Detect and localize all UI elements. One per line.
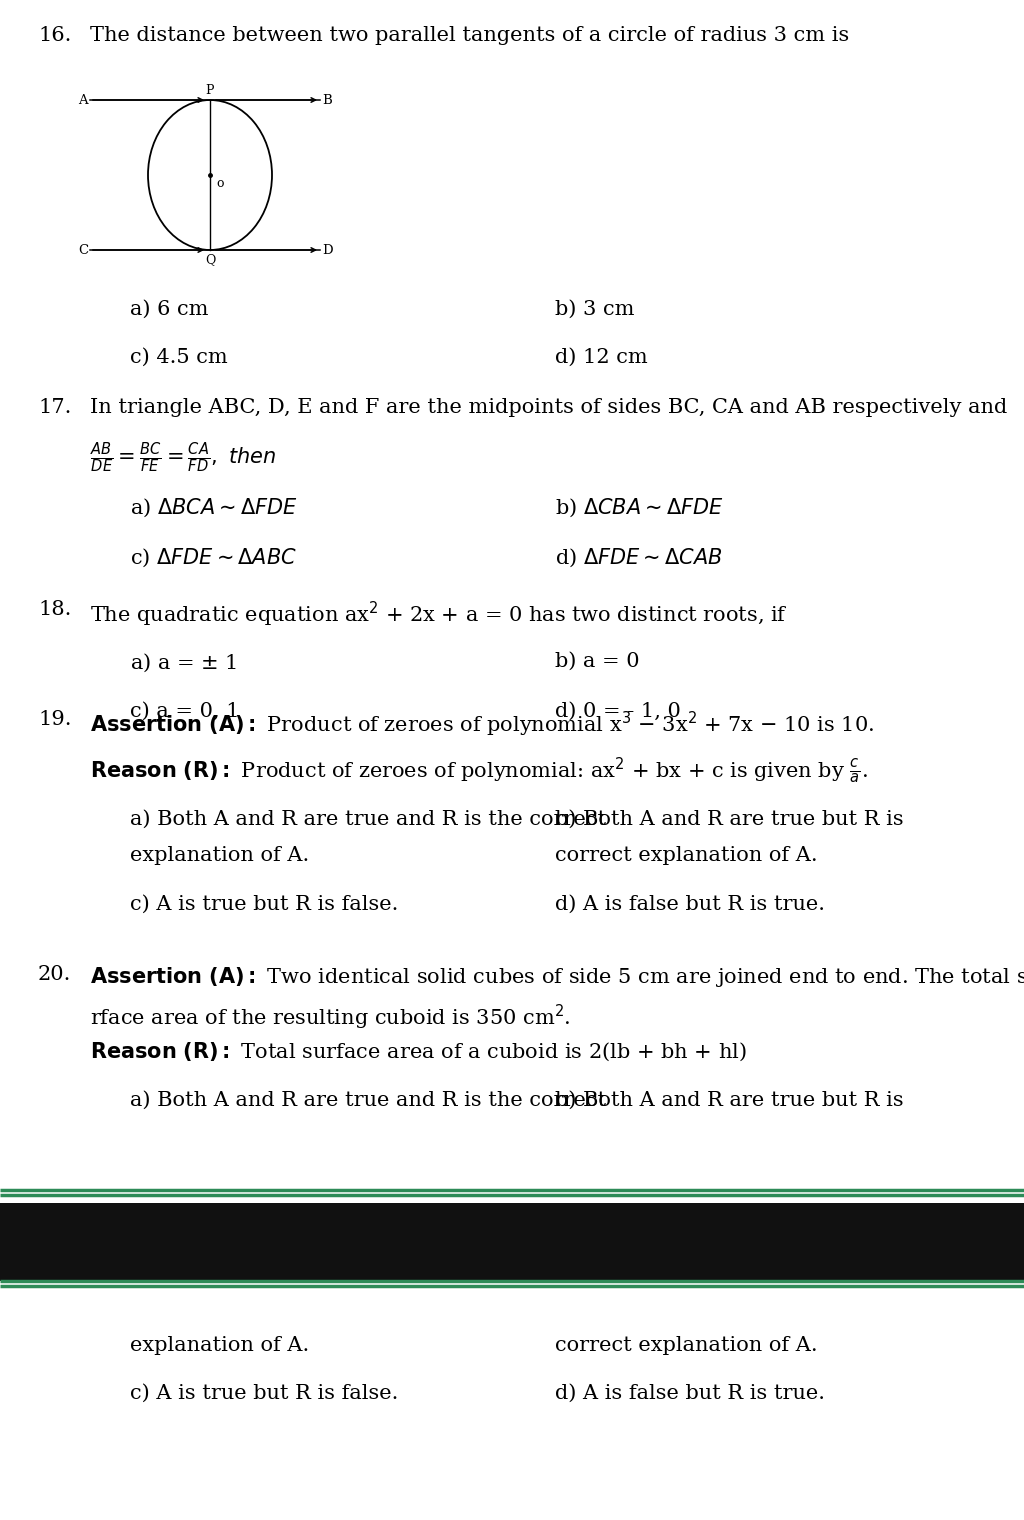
Text: b) $\it{\Delta CBA \sim \Delta FDE}$: b) $\it{\Delta CBA \sim \Delta FDE}$ [555,497,724,520]
Text: $\mathbf{Reason\ (R):}$ Product of zeroes of polynomial: ax$^2$ + bx + c is give: $\mathbf{Reason\ (R):}$ Product of zeroe… [90,755,868,786]
Text: explanation of A.: explanation of A. [130,1336,309,1354]
Text: 20.: 20. [38,965,72,983]
Text: P: P [206,84,214,97]
Text: c) A is true but R is false.: c) A is true but R is false. [130,1385,398,1403]
Text: A: A [79,94,88,106]
Text: d) A is false but R is true.: d) A is false but R is true. [555,1385,825,1403]
Text: a) a = $\pm$ 1: a) a = $\pm$ 1 [130,652,237,675]
Text: rface area of the resulting cuboid is 350 cm$^2$.: rface area of the resulting cuboid is 35… [90,1003,570,1032]
Text: d) $\it{\Delta FDE \sim \Delta CAB}$: d) $\it{\Delta FDE \sim \Delta CAB}$ [555,547,723,570]
Text: a) Both A and R are true and R is the correct: a) Both A and R are true and R is the co… [130,810,606,828]
Text: b) a = 0: b) a = 0 [555,652,640,670]
Text: d) A is false but R is true.: d) A is false but R is true. [555,895,825,914]
Text: $\frac{AB}{DE} = \frac{BC}{FE} = \frac{CA}{FD}$$,\ then$: $\frac{AB}{DE} = \frac{BC}{FE} = \frac{C… [90,439,276,474]
Text: c) $\it{\Delta FDE \sim \Delta ABC}$: c) $\it{\Delta FDE \sim \Delta ABC}$ [130,547,297,570]
Text: The distance between two parallel tangents of a circle of radius 3 cm is: The distance between two parallel tangen… [90,26,849,46]
Text: C: C [78,243,88,257]
Text: a) Both A and R are true and R is the correct: a) Both A and R are true and R is the co… [130,1091,606,1110]
Text: 16.: 16. [38,26,72,46]
Text: correct explanation of A.: correct explanation of A. [555,847,817,865]
Text: c) a = 0, 1: c) a = 0, 1 [130,702,240,720]
Text: B: B [322,94,332,106]
Text: D: D [322,243,333,257]
Text: $\mathbf{Assertion\ (A):}$ Product of zeroes of polynomial x$^3$ $-$ 3x$^2$ + 7x: $\mathbf{Assertion\ (A):}$ Product of ze… [90,710,874,739]
Text: b) Both A and R are true but R is: b) Both A and R are true but R is [555,810,903,828]
Text: correct explanation of A.: correct explanation of A. [555,1336,817,1354]
Text: a) 6 cm: a) 6 cm [130,299,209,319]
Text: $\mathbf{Assertion\ (A):}$ Two identical solid cubes of side 5 cm are joined end: $\mathbf{Assertion\ (A):}$ Two identical… [90,965,1024,990]
Text: The quadratic equation ax$^2$ + 2x + a = 0 has two distinct roots, if: The quadratic equation ax$^2$ + 2x + a =… [90,600,788,629]
Text: 17.: 17. [38,398,72,416]
Text: In triangle ABC, D, E and F are the midpoints of sides BC, CA and AB respectivel: In triangle ABC, D, E and F are the midp… [90,398,1008,416]
Text: d) 0 = - 1, 0: d) 0 = - 1, 0 [555,702,681,720]
Text: $\mathbf{Reason\ (R):}$ Total surface area of a cuboid is 2(lb + bh + hl): $\mathbf{Reason\ (R):}$ Total surface ar… [90,1041,746,1064]
Text: a) $\it{\Delta BCA \sim \Delta FDE}$: a) $\it{\Delta BCA \sim \Delta FDE}$ [130,497,298,520]
Text: c) A is true but R is false.: c) A is true but R is false. [130,895,398,914]
Bar [0,1202,1024,1281]
Text: c) 4.5 cm: c) 4.5 cm [130,348,227,366]
Text: explanation of A.: explanation of A. [130,847,309,865]
Text: o: o [216,176,223,190]
Text: 19.: 19. [38,710,72,730]
Text: d) 12 cm: d) 12 cm [555,348,648,366]
Text: b) 3 cm: b) 3 cm [555,299,635,319]
Text: 18.: 18. [38,600,72,619]
Text: b) Both A and R are true but R is: b) Both A and R are true but R is [555,1091,903,1110]
Text: Q: Q [205,252,215,266]
